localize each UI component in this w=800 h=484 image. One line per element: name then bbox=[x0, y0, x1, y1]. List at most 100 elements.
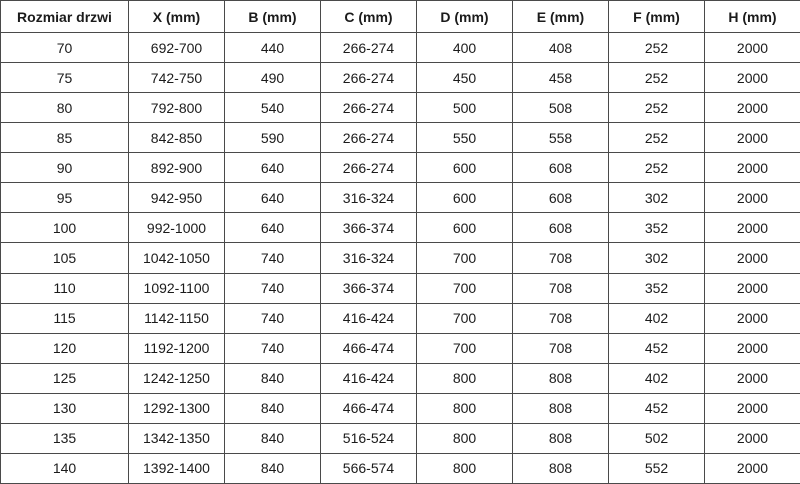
table-row: 85 842-850 590 266-274 550 558 252 2000 bbox=[0, 122, 800, 154]
table-row: 140 1392-1400 840 566-574 800 808 552 2000 bbox=[0, 452, 800, 484]
table-cell: 640 bbox=[224, 152, 321, 184]
table-cell: 2000 bbox=[704, 212, 800, 244]
header-row: Rozmiar drzwi X (mm) B (mm) C (mm) D (mm… bbox=[0, 0, 800, 33]
table-cell: 558 bbox=[512, 122, 609, 154]
table-cell: 792-800 bbox=[128, 92, 225, 124]
table-cell: 2000 bbox=[704, 31, 800, 64]
table-cell: 2000 bbox=[704, 392, 800, 424]
table-cell: 708 bbox=[512, 332, 609, 364]
table-row: 105 1042-1050 740 316-324 700 708 302 2000 bbox=[0, 242, 800, 274]
table-cell: 115 bbox=[0, 302, 129, 334]
table-cell: 700 bbox=[416, 242, 513, 274]
table-cell: 266-274 bbox=[320, 62, 417, 94]
table-cell: 708 bbox=[512, 302, 609, 334]
table-cell: 402 bbox=[608, 362, 705, 394]
table-cell: 708 bbox=[512, 272, 609, 304]
table-cell: 2000 bbox=[704, 122, 800, 154]
table-cell: 125 bbox=[0, 362, 129, 394]
table-cell: 95 bbox=[0, 182, 129, 214]
table-cell: 840 bbox=[224, 392, 321, 424]
table-cell: 740 bbox=[224, 302, 321, 334]
table-cell: 840 bbox=[224, 362, 321, 394]
table-cell: 466-474 bbox=[320, 332, 417, 364]
table-row: 70 692-700 440 266-274 400 408 252 2000 bbox=[0, 31, 800, 64]
table-row: 75 742-750 490 266-274 450 458 252 2000 bbox=[0, 62, 800, 94]
table-cell: 416-424 bbox=[320, 362, 417, 394]
table-cell: 552 bbox=[608, 452, 705, 484]
table-cell: 466-474 bbox=[320, 392, 417, 424]
table-row: 120 1192-1200 740 466-474 700 708 452 2000 bbox=[0, 332, 800, 364]
table-cell: 1292-1300 bbox=[128, 392, 225, 424]
table-cell: 800 bbox=[416, 392, 513, 424]
table-cell: 90 bbox=[0, 152, 129, 184]
table-cell: 110 bbox=[0, 272, 129, 304]
table-cell: 252 bbox=[608, 122, 705, 154]
table-cell: 1142-1150 bbox=[128, 302, 225, 334]
header-cell-b-mm: B (mm) bbox=[224, 0, 321, 33]
table-cell: 408 bbox=[512, 31, 609, 64]
table-cell: 120 bbox=[0, 332, 129, 364]
table-cell: 842-850 bbox=[128, 122, 225, 154]
table-cell: 740 bbox=[224, 272, 321, 304]
table-cell: 2000 bbox=[704, 362, 800, 394]
table-cell: 2000 bbox=[704, 152, 800, 184]
table-cell: 416-424 bbox=[320, 302, 417, 334]
table-cell: 85 bbox=[0, 122, 129, 154]
table-header: Rozmiar drzwi X (mm) B (mm) C (mm) D (mm… bbox=[0, 0, 800, 33]
table-cell: 808 bbox=[512, 452, 609, 484]
table-cell: 1242-1250 bbox=[128, 362, 225, 394]
table-cell: 740 bbox=[224, 242, 321, 274]
table-cell: 75 bbox=[0, 62, 129, 94]
table-cell: 316-324 bbox=[320, 182, 417, 214]
table-cell: 1342-1350 bbox=[128, 422, 225, 454]
table-cell: 808 bbox=[512, 362, 609, 394]
table-cell: 800 bbox=[416, 452, 513, 484]
table-cell: 2000 bbox=[704, 182, 800, 214]
table-cell: 352 bbox=[608, 212, 705, 244]
table-row: 115 1142-1150 740 416-424 700 708 402 2000 bbox=[0, 302, 800, 334]
table-cell: 2000 bbox=[704, 302, 800, 334]
table-cell: 2000 bbox=[704, 422, 800, 454]
table-cell: 942-950 bbox=[128, 182, 225, 214]
table-cell: 508 bbox=[512, 92, 609, 124]
table-cell: 600 bbox=[416, 152, 513, 184]
table-row: 135 1342-1350 840 516-524 800 808 502 2000 bbox=[0, 422, 800, 454]
table-row: 130 1292-1300 840 466-474 800 808 452 2000 bbox=[0, 392, 800, 424]
table-cell: 105 bbox=[0, 242, 129, 274]
table-cell: 502 bbox=[608, 422, 705, 454]
table-cell: 808 bbox=[512, 392, 609, 424]
header-cell-c-mm: C (mm) bbox=[320, 0, 417, 33]
table-cell: 266-274 bbox=[320, 31, 417, 64]
table-cell: 252 bbox=[608, 152, 705, 184]
table-cell: 352 bbox=[608, 272, 705, 304]
table-cell: 80 bbox=[0, 92, 129, 124]
table-cell: 1392-1400 bbox=[128, 452, 225, 484]
table-cell: 252 bbox=[608, 31, 705, 64]
table-cell: 708 bbox=[512, 242, 609, 274]
table-cell: 440 bbox=[224, 31, 321, 64]
table-cell: 700 bbox=[416, 302, 513, 334]
table-cell: 892-900 bbox=[128, 152, 225, 184]
table-row: 80 792-800 540 266-274 500 508 252 2000 bbox=[0, 92, 800, 124]
table-cell: 252 bbox=[608, 92, 705, 124]
table-cell: 500 bbox=[416, 92, 513, 124]
table-cell: 516-524 bbox=[320, 422, 417, 454]
table-cell: 800 bbox=[416, 362, 513, 394]
table-cell: 800 bbox=[416, 422, 513, 454]
table-cell: 452 bbox=[608, 392, 705, 424]
table-cell: 458 bbox=[512, 62, 609, 94]
table-cell: 2000 bbox=[704, 452, 800, 484]
table-cell: 70 bbox=[0, 31, 129, 64]
header-cell-h-mm: H (mm) bbox=[704, 0, 800, 33]
table-cell: 450 bbox=[416, 62, 513, 94]
table-cell: 600 bbox=[416, 182, 513, 214]
table-cell: 992-1000 bbox=[128, 212, 225, 244]
table-cell: 590 bbox=[224, 122, 321, 154]
table-row: 90 892-900 640 266-274 600 608 252 2000 bbox=[0, 152, 800, 184]
table-cell: 566-574 bbox=[320, 452, 417, 484]
table-cell: 2000 bbox=[704, 92, 800, 124]
table-cell: 608 bbox=[512, 152, 609, 184]
table-cell: 1092-1100 bbox=[128, 272, 225, 304]
table-cell: 266-274 bbox=[320, 92, 417, 124]
